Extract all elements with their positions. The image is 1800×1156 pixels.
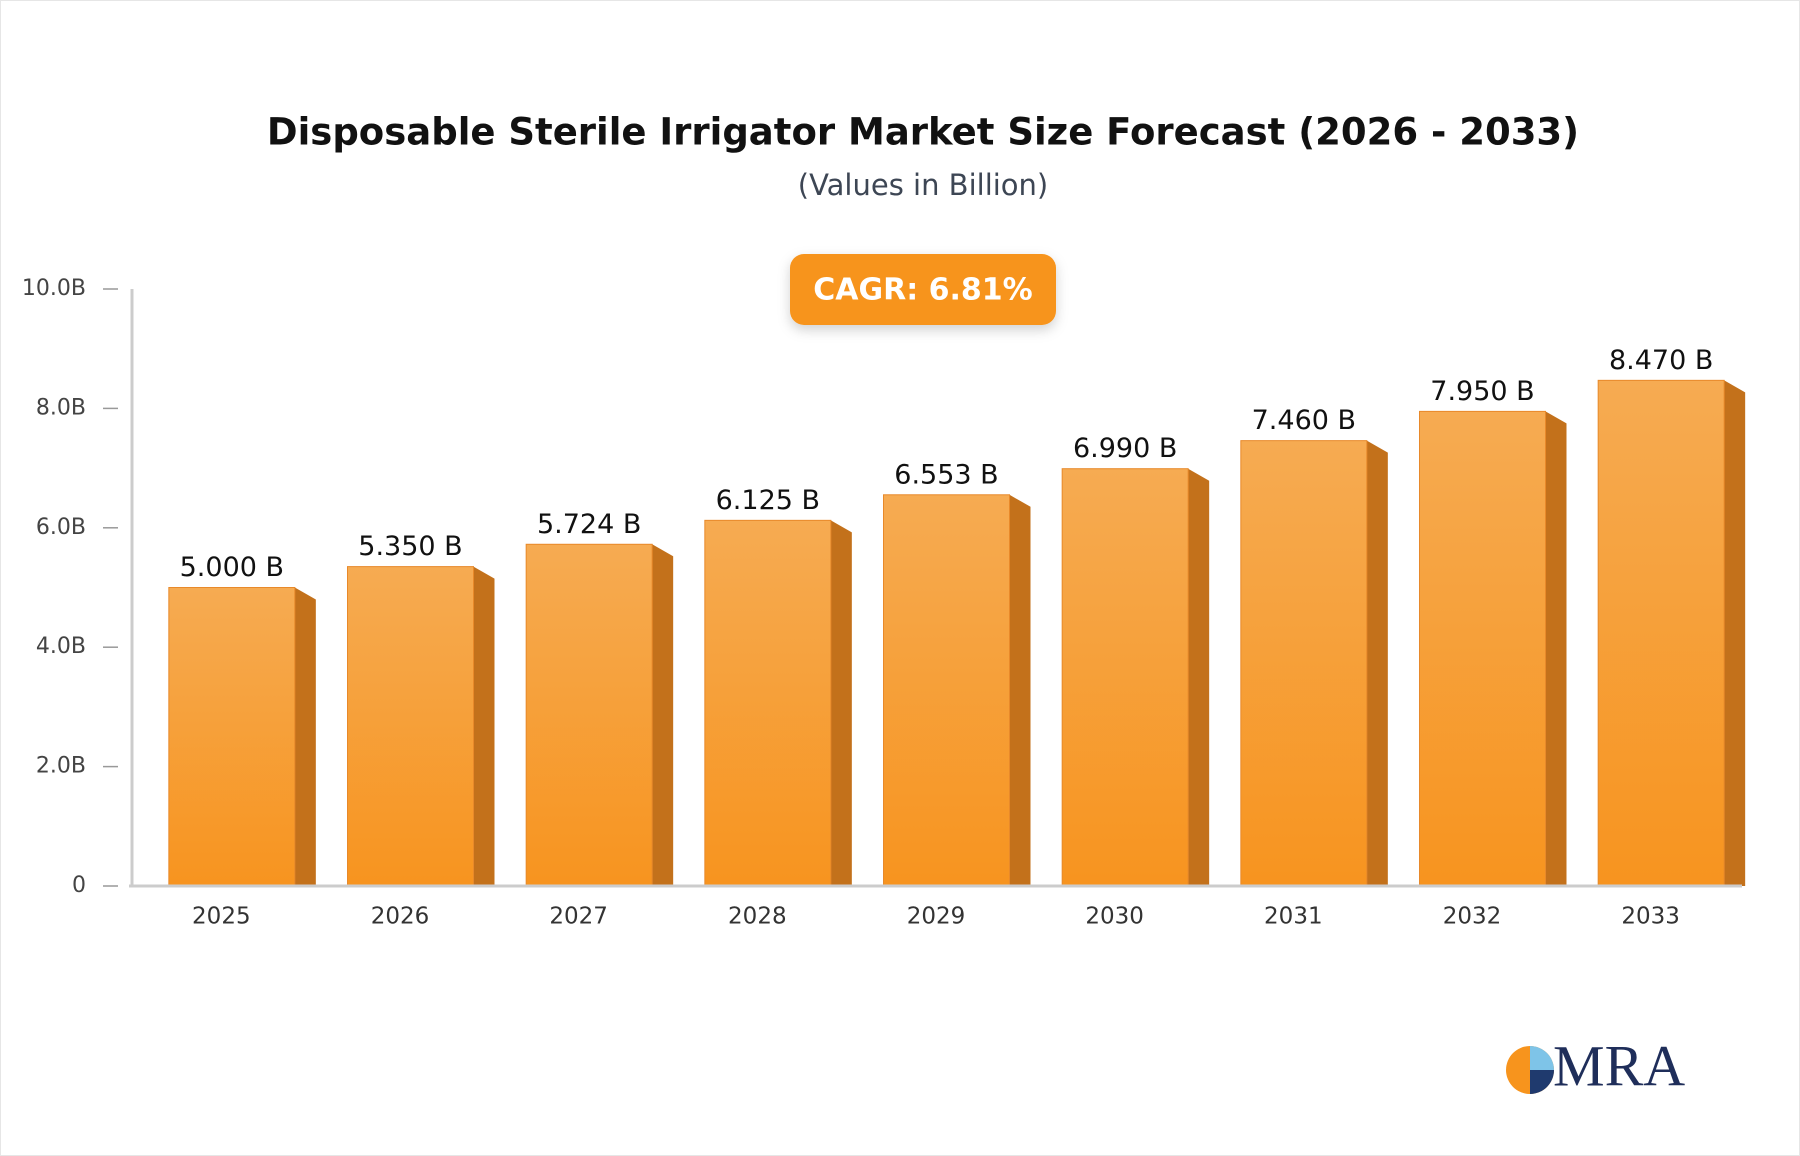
value-label: 5.350 B	[358, 531, 462, 562]
chart-subtitle: (Values in Billion)	[798, 168, 1049, 202]
y-tick-label: 4.0B	[36, 634, 86, 659]
x-tick-label: 2029	[907, 904, 966, 930]
bar	[1419, 410, 1546, 887]
bar	[168, 587, 296, 887]
logo: MRA	[1506, 1033, 1685, 1098]
y-tick-label: 8.0B	[36, 395, 86, 420]
chart-title: Disposable Sterile Irrigator Market Size…	[267, 111, 1579, 154]
bar	[1597, 379, 1725, 887]
bar	[883, 494, 1010, 887]
value-label: 6.553 B	[894, 459, 998, 490]
cagr-label: CAGR: 6.81%	[813, 273, 1032, 308]
x-tick-label: 2031	[1264, 904, 1323, 930]
x-tick-label: 2028	[728, 904, 787, 930]
bar-side	[1724, 380, 1746, 886]
x-tick-label: 2027	[549, 904, 608, 930]
bar-side	[473, 566, 495, 886]
bar-side	[830, 520, 852, 886]
logo-slice	[1530, 1046, 1554, 1070]
bar-side	[1188, 468, 1210, 886]
logo-slice	[1530, 1070, 1554, 1094]
value-label: 8.470 B	[1609, 345, 1713, 376]
y-tick-label: 2.0B	[36, 754, 86, 779]
bar-side	[294, 587, 316, 886]
value-label: 5.724 B	[537, 509, 641, 540]
bar	[525, 543, 653, 887]
value-label: 5.000 B	[180, 552, 284, 583]
bar-side	[1545, 411, 1567, 886]
x-tick-label: 2026	[371, 904, 430, 930]
bar	[347, 566, 474, 887]
bar	[1061, 468, 1189, 887]
bar	[704, 519, 832, 887]
y-tick-label: 6.0B	[36, 515, 86, 540]
x-tick-label: 2033	[1621, 904, 1680, 930]
value-label: 6.125 B	[716, 485, 820, 516]
value-label: 6.990 B	[1073, 433, 1177, 464]
bar-side	[1366, 440, 1388, 886]
bar-side	[652, 544, 674, 886]
y-tick-label: 10.0B	[22, 276, 86, 301]
value-label: 7.950 B	[1430, 376, 1534, 407]
logo-text: MRA	[1553, 1033, 1685, 1098]
y-tick-label: 0	[72, 873, 86, 898]
cagr-badge	[790, 254, 1056, 325]
x-tick-label: 2025	[192, 904, 251, 930]
x-tick-label: 2032	[1443, 904, 1502, 930]
x-tick-label: 2030	[1085, 904, 1144, 930]
bar-side	[1009, 494, 1031, 886]
plot: 0 2.0B 4.0B 6.0B 8.0B 10.0B 2025 5.000 B 2026 5.3…	[22, 276, 1746, 930]
value-label: 7.460 B	[1252, 405, 1356, 436]
bar	[1240, 440, 1368, 887]
